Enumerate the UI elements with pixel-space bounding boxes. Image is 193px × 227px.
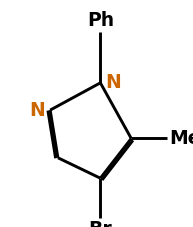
Text: Me: Me [169,129,193,148]
Text: N: N [30,101,45,120]
Text: N: N [105,73,121,92]
Text: Ph: Ph [87,10,114,30]
Text: Br: Br [88,220,112,227]
